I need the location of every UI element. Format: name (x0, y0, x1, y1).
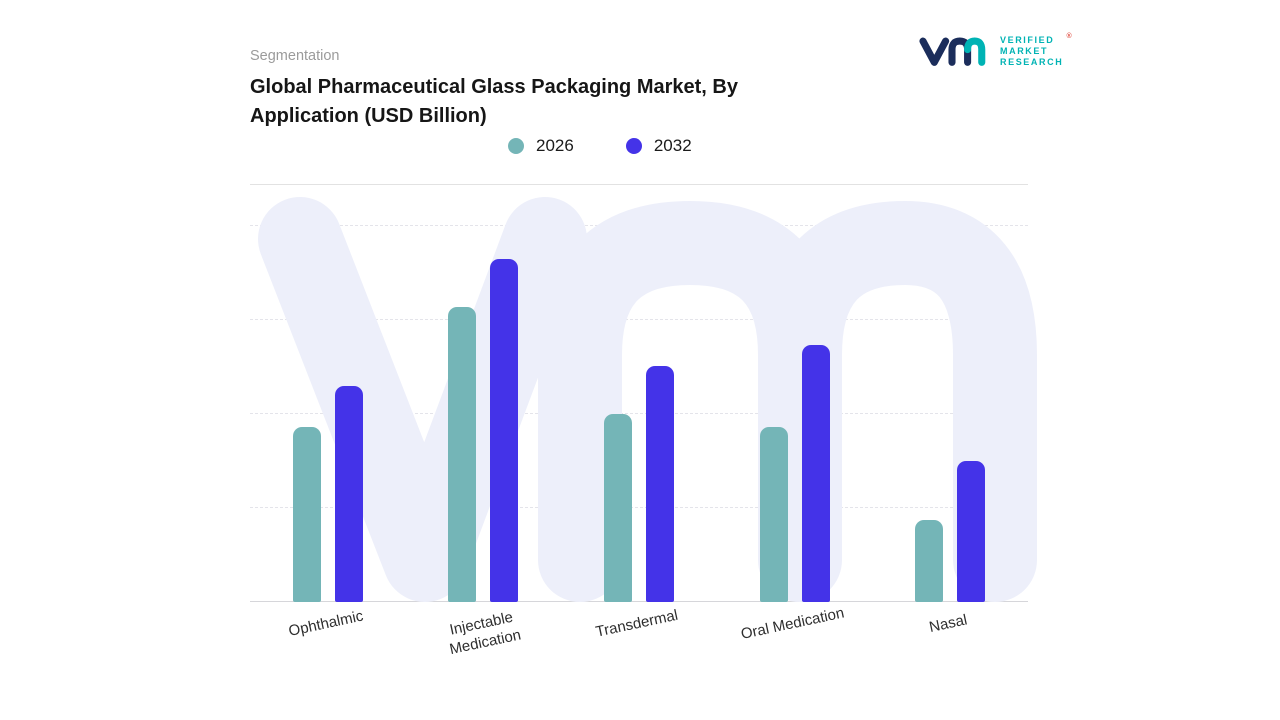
category-label: Ophthalmic (286, 607, 365, 640)
bar-group-nasal (872, 225, 1028, 602)
legend-item-2032: 2032 (625, 136, 692, 156)
category-label: Transdermal (594, 606, 680, 641)
legend-item-2026: 2026 (508, 136, 574, 156)
chart-title: Global Pharmaceutical Glass Packaging Ma… (250, 73, 910, 131)
category-labels: Ophthalmic Injectable Medication Transderm… (250, 604, 1028, 658)
bar-group-ophthalmic (250, 225, 406, 602)
bar-group-transdermal (561, 225, 717, 602)
category-label: Nasal (927, 611, 969, 637)
x-axis-line (250, 601, 1028, 602)
chart-legend: 2026 2032 (508, 136, 692, 156)
bar-2026-injectable-medication (448, 307, 477, 602)
category-cell: Nasal (872, 611, 1028, 652)
plot-area (250, 197, 1037, 602)
bar-2026-oral-medication (759, 427, 788, 602)
header-divider (250, 184, 1028, 185)
category-cell: Transdermal (561, 607, 717, 652)
bar-group-injectable-medication (406, 225, 562, 602)
bar-group-oral-medication (717, 225, 873, 602)
category-cell: Oral Medication (717, 604, 873, 652)
gridline (250, 413, 1028, 414)
bar-2032-injectable-medication (490, 259, 519, 602)
legend-marker-2026 (508, 138, 524, 154)
chart-title-line-2: Application (USD Billion) (250, 105, 487, 127)
segmentation-eyebrow: Segmentation (250, 48, 340, 64)
vmr-logo-text: ® VERIFIED MARKET RESEARCH (1000, 33, 1072, 67)
category-cell: Injectable Medication (406, 609, 562, 658)
legend-label-2032: 2032 (653, 136, 692, 155)
registered-mark: ® (1066, 33, 1074, 40)
bar-2026-ophthalmic (292, 427, 321, 602)
legend-marker-2032 (625, 138, 642, 154)
gridline (250, 319, 1028, 320)
logo-word-verified: VERIFIED (1000, 35, 1055, 45)
vmr-logo-mark (919, 37, 986, 66)
bar-2032-transdermal (645, 365, 674, 602)
bar-2032-ophthalmic (334, 386, 363, 602)
category-label: Oral Medication (739, 604, 846, 643)
category-label: Injectable Medication (448, 608, 523, 659)
bar-groups (250, 225, 1028, 602)
category-cell: Ophthalmic (250, 608, 406, 652)
vmr-logo: ® VERIFIED MARKET RESEARCH (918, 33, 1072, 68)
bar-2026-transdermal (603, 413, 632, 602)
bar-2026-nasal (915, 519, 944, 602)
logo-word-market: MARKET (1000, 46, 1049, 56)
gridline (250, 507, 1028, 508)
chart-title-line-1: Global Pharmaceutical Glass Packaging Ma… (250, 76, 738, 98)
bar-2032-oral-medication (801, 344, 830, 602)
logo-word-research: RESEARCH (1000, 57, 1064, 67)
bar-2032-nasal (957, 461, 986, 602)
legend-label-2026: 2026 (536, 136, 574, 155)
